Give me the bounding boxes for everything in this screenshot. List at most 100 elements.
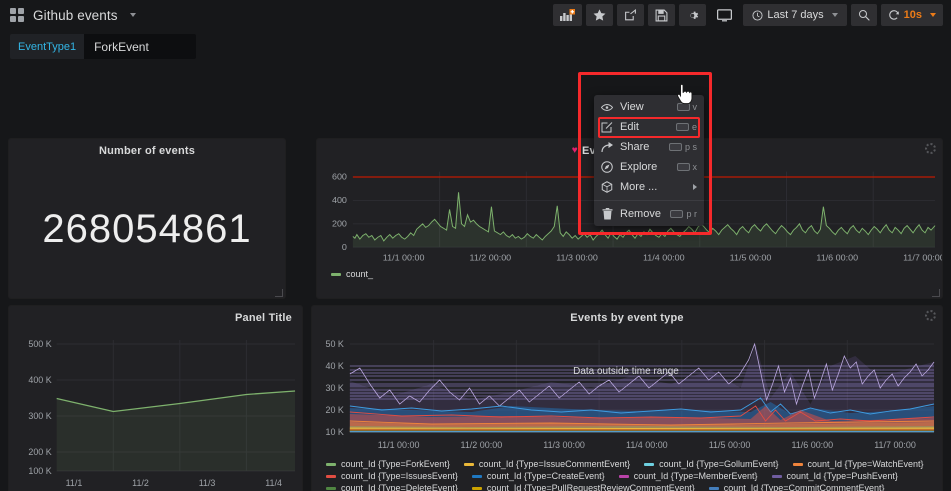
panel-panel-title[interactable]: Panel Title 500 K 400 K 300 K 200 K 100 … <box>8 305 303 491</box>
x-tick: 11/3 00:00 <box>543 440 585 450</box>
legend-item[interactable]: count_Id {Type=ForkEvent} <box>326 459 450 469</box>
events-by-event-type-chart[interactable]: Data outside time range 50 K 40 K 30 K 2… <box>312 326 942 456</box>
legend-color-swatch <box>331 272 341 276</box>
chevron-right-icon <box>693 184 697 190</box>
chart-legend: count_ <box>317 267 942 279</box>
gear-icon <box>690 11 699 19</box>
time-range-picker[interactable]: Last 7 days <box>743 4 847 26</box>
x-tick: 11/5 00:00 <box>730 253 772 262</box>
panel-title-text: Number of events <box>98 144 196 157</box>
chevron-down-icon[interactable] <box>129 13 136 17</box>
legend-label: count_Id {Type=GollumEvent} <box>659 459 779 469</box>
x-tick: 11/7 00:00 <box>903 253 942 262</box>
y-tick: 400 K <box>28 375 51 385</box>
star-dashboard-button[interactable] <box>586 4 614 26</box>
panel-title-text: Events by event type <box>570 311 684 324</box>
share-dashboard-button[interactable] <box>617 4 645 26</box>
chart-legend: count_Id {Type=ForkEvent} count_Id {Type=… <box>312 456 942 491</box>
legend-label: count_Id {Type=CreateEvent} <box>486 471 605 481</box>
panel-context-menu: View v Edit e Share p s Explore <box>594 95 704 226</box>
menu-item-share[interactable]: Share p s <box>594 137 704 157</box>
x-tick: 11/1 00:00 <box>383 253 425 262</box>
legend-item[interactable]: count_Id {Type=CommitCommentEvent} <box>708 483 885 491</box>
cube-icon <box>601 181 613 193</box>
legend-item[interactable]: count_Id {Type=WatchEvent} <box>792 459 924 469</box>
zoom-out-time-button[interactable] <box>850 4 877 26</box>
menu-item-remove[interactable]: Remove p r <box>594 204 704 224</box>
x-tick: 11/7 00:00 <box>874 440 916 450</box>
legend-label: count_Id {Type=IssueCommentEvent} <box>478 459 631 469</box>
legend-color-swatch <box>708 486 719 490</box>
menu-separator <box>594 200 704 201</box>
dashboard-breadcrumb[interactable]: Github events <box>10 7 136 23</box>
menu-item-label: Remove <box>620 208 661 220</box>
legend-label: count_Id {Type=IssuesEvent} <box>341 471 458 481</box>
legend-item[interactable]: count_Id {Type=GollumEvent} <box>644 459 779 469</box>
panel-title-panel-title[interactable]: Panel Title <box>235 312 292 324</box>
panel-title-chart[interactable]: 500 K 400 K 300 K 200 K 100 K 11/1 11/2 … <box>9 326 302 491</box>
variable-value[interactable]: ForkEvent <box>84 34 197 59</box>
add-panel-icon <box>560 8 576 21</box>
legend-item[interactable]: count_Id {Type=MemberEvent} <box>618 471 758 481</box>
menu-item-shortcut: p s <box>668 142 697 152</box>
panel-title-text: Panel Title <box>234 311 292 324</box>
x-tick: 11/3 <box>199 478 216 488</box>
panel-number-of-events[interactable]: Number of events 268054861 <box>8 138 286 299</box>
share-arrow-icon <box>601 141 613 153</box>
dashboard-settings-button[interactable] <box>679 4 707 26</box>
legend-item[interactable]: count_Id {Type=CreateEvent} <box>471 471 605 481</box>
panel-header: Events by event type <box>312 306 942 326</box>
menu-item-edit[interactable]: Edit e <box>594 117 704 137</box>
y-tick: 0 <box>342 242 347 251</box>
dashboard-grid-icon <box>10 7 25 23</box>
save-dashboard-button[interactable] <box>648 4 676 26</box>
panel-body: Data outside time range 50 K 40 K 30 K 2… <box>312 326 942 491</box>
x-tick: 11/3 00:00 <box>556 253 598 262</box>
panel-title-number-of-events[interactable]: Number of events <box>99 145 195 157</box>
eye-icon <box>601 103 613 112</box>
y-tick: 50 K <box>325 339 343 349</box>
menu-item-explore[interactable]: Explore x <box>594 157 704 177</box>
menu-item-label: View <box>620 101 644 113</box>
legend-color-swatch <box>326 486 336 490</box>
x-tick: 11/2 <box>132 478 149 488</box>
template-variable-eventtype1[interactable]: EventType1 ForkEvent <box>10 34 197 59</box>
legend-color-swatch <box>771 474 782 478</box>
menu-item-label: Share <box>620 141 650 153</box>
y-tick: 40 K <box>325 361 343 371</box>
y-tick: 20 K <box>325 405 343 415</box>
legend-label: count_Id {Type=CommitCommentEvent} <box>723 483 885 491</box>
navbar: Github events <box>0 0 951 30</box>
legend-item[interactable]: count_Id {Type=IssueCommentEvent} <box>463 459 631 469</box>
legend-item[interactable]: count_Id {Type=PushEvent} <box>771 471 898 481</box>
refresh-button[interactable]: 10s <box>880 4 943 26</box>
x-tick: 11/4 00:00 <box>626 440 668 450</box>
heart-broken-alert-icon: ♥ <box>571 144 578 156</box>
legend-color-swatch <box>471 474 482 478</box>
menu-item-shortcut: e <box>675 122 697 132</box>
tv-mode-button[interactable] <box>710 4 739 26</box>
panel-loading-spinner-icon <box>925 310 936 321</box>
x-tick: 11/2 00:00 <box>461 440 503 450</box>
menu-item-more[interactable]: More ... <box>594 177 704 197</box>
panel-resize-handle[interactable] <box>932 289 940 297</box>
legend-item[interactable]: count_Id {Type=IssuesEvent} <box>326 471 458 481</box>
trash-icon <box>601 208 613 220</box>
panel-loading-spinner-icon <box>925 143 936 154</box>
keyboard-icon <box>676 163 690 171</box>
panel-events-by-event-type[interactable]: Events by event type <box>311 305 943 491</box>
page-title: Github events <box>33 7 118 23</box>
panel-title-events-by-event-type[interactable]: Events by event type <box>570 312 683 324</box>
legend-item[interactable]: count_Id {Type=DeleteEvent} <box>326 483 458 491</box>
share-icon <box>625 8 637 20</box>
y-tick: 200 <box>332 219 347 228</box>
legend-label: count_ <box>346 269 374 279</box>
legend-item[interactable]: count_Id {Type=PullRequestReviewCommentE… <box>471 483 695 491</box>
x-tick: 11/4 <box>265 478 282 488</box>
mouse-cursor-pointer-icon <box>676 84 693 105</box>
chevron-down-icon <box>930 13 936 17</box>
panel-resize-handle[interactable] <box>275 289 283 297</box>
add-panel-button[interactable] <box>553 4 583 26</box>
legend-item[interactable]: count_ <box>331 269 373 279</box>
legend-color-swatch <box>618 474 629 478</box>
